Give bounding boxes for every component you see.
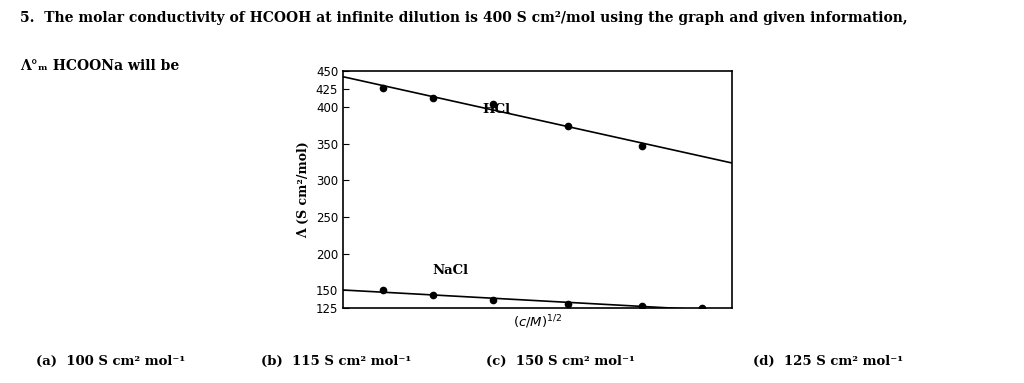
Text: Λ°ₘ HCOONa will be: Λ°ₘ HCOONa will be: [20, 59, 180, 74]
Y-axis label: Λ (S cm²/mol): Λ (S cm²/mol): [297, 141, 310, 238]
Text: (c)  150 S cm² mol⁻¹: (c) 150 S cm² mol⁻¹: [486, 355, 635, 368]
Text: HCl: HCl: [482, 103, 511, 116]
X-axis label: $(c/M)^{1/2}$: $(c/M)^{1/2}$: [513, 314, 562, 331]
Text: NaCl: NaCl: [433, 264, 469, 277]
Text: (d)  125 S cm² mol⁻¹: (d) 125 S cm² mol⁻¹: [753, 355, 903, 368]
Text: 5.  The molar conductivity of HCOOH at infinite dilution is 400 S cm²/mol using : 5. The molar conductivity of HCOOH at in…: [20, 11, 908, 26]
Text: (b)  115 S cm² mol⁻¹: (b) 115 S cm² mol⁻¹: [261, 355, 412, 368]
Text: (a)  100 S cm² mol⁻¹: (a) 100 S cm² mol⁻¹: [36, 355, 185, 368]
